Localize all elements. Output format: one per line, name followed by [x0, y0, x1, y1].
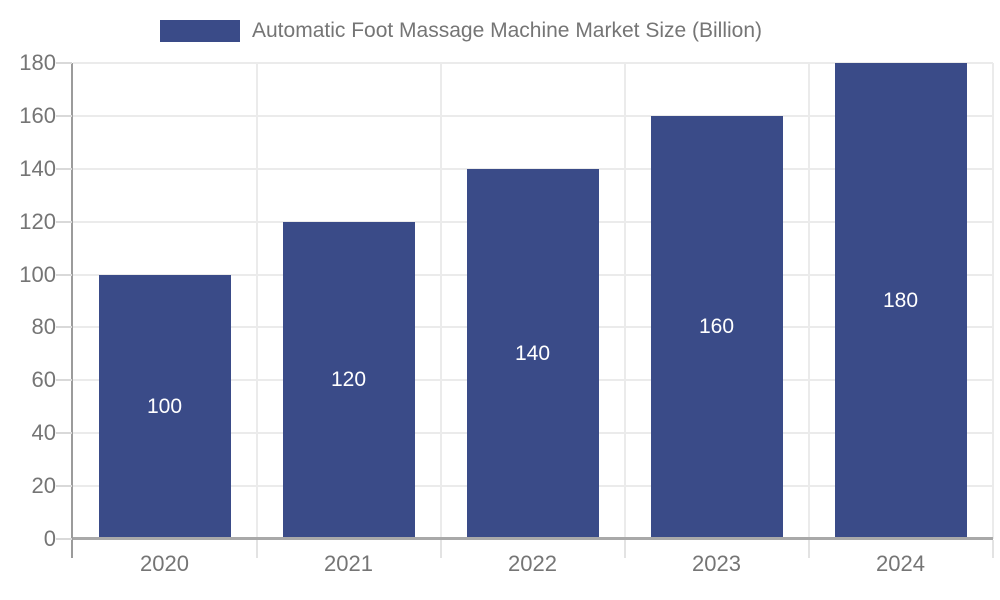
y-tick-mark — [56, 167, 72, 170]
x-gridline — [623, 63, 626, 539]
y-gridline — [72, 62, 993, 64]
x-tick-mark — [807, 540, 810, 558]
y-gridline — [72, 167, 993, 170]
x-tick-label-2024: 2024 — [876, 551, 925, 576]
x-gridline — [255, 63, 258, 539]
x-gridline — [991, 63, 994, 539]
bar-2022: 140 — [466, 168, 599, 539]
y-tick-label: 20 — [31, 473, 56, 499]
chart-legend[interactable]: Automatic Foot Massage Machine Market Si… — [160, 18, 762, 44]
y-axis-line — [71, 63, 73, 558]
x-tick-label-2021: 2021 — [324, 551, 373, 576]
bar-value-label: 120 — [330, 368, 367, 392]
x-gridline — [439, 63, 442, 539]
y-tick-mark — [56, 432, 72, 435]
bar-2020: 100 — [98, 274, 231, 539]
y-gridline — [72, 114, 993, 117]
legend-swatch — [160, 20, 240, 42]
x-tick-mark — [623, 540, 626, 558]
y-tick-mark — [56, 62, 72, 64]
x-axis-line — [72, 537, 993, 540]
y-tick-mark — [56, 379, 72, 382]
x-gridline — [807, 63, 810, 539]
plot-area: 100 120 140 160 180 — [72, 62, 994, 539]
y-tick-label: 120 — [19, 208, 56, 234]
y-tick-label: 180 — [19, 50, 56, 75]
y-tick-label: 40 — [31, 420, 56, 446]
y-tick-label: 0 — [43, 526, 56, 551]
y-tick-mark — [56, 220, 72, 223]
y-tick-mark — [56, 114, 72, 117]
bar-value-label: 180 — [882, 289, 919, 312]
y-tick-label: 100 — [19, 261, 56, 287]
y-tick-mark — [56, 326, 72, 329]
x-tick-label-2023: 2023 — [692, 551, 741, 576]
bar-value-label: 140 — [514, 341, 551, 365]
x-tick-label-2022: 2022 — [508, 551, 557, 576]
bar-value-label: 160 — [698, 315, 735, 339]
y-tick-mark — [56, 538, 72, 540]
bar-value-label: 100 — [146, 394, 183, 418]
y-tick-mark — [56, 485, 72, 488]
bar-2021: 120 — [282, 221, 415, 539]
x-tick-mark — [439, 540, 442, 558]
bar-2023: 160 — [650, 115, 783, 539]
bar-2024: 180 — [834, 63, 967, 539]
x-tick-mark — [991, 540, 994, 558]
x-tick-label-2020: 2020 — [140, 551, 189, 576]
y-tick-label: 140 — [19, 155, 56, 181]
y-tick-label: 60 — [31, 367, 56, 393]
y-tick-mark — [56, 273, 72, 276]
y-tick-label: 160 — [19, 102, 56, 128]
x-tick-mark — [255, 540, 258, 558]
y-tick-label: 80 — [31, 314, 56, 340]
legend-label: Automatic Foot Massage Machine Market Si… — [252, 19, 763, 42]
